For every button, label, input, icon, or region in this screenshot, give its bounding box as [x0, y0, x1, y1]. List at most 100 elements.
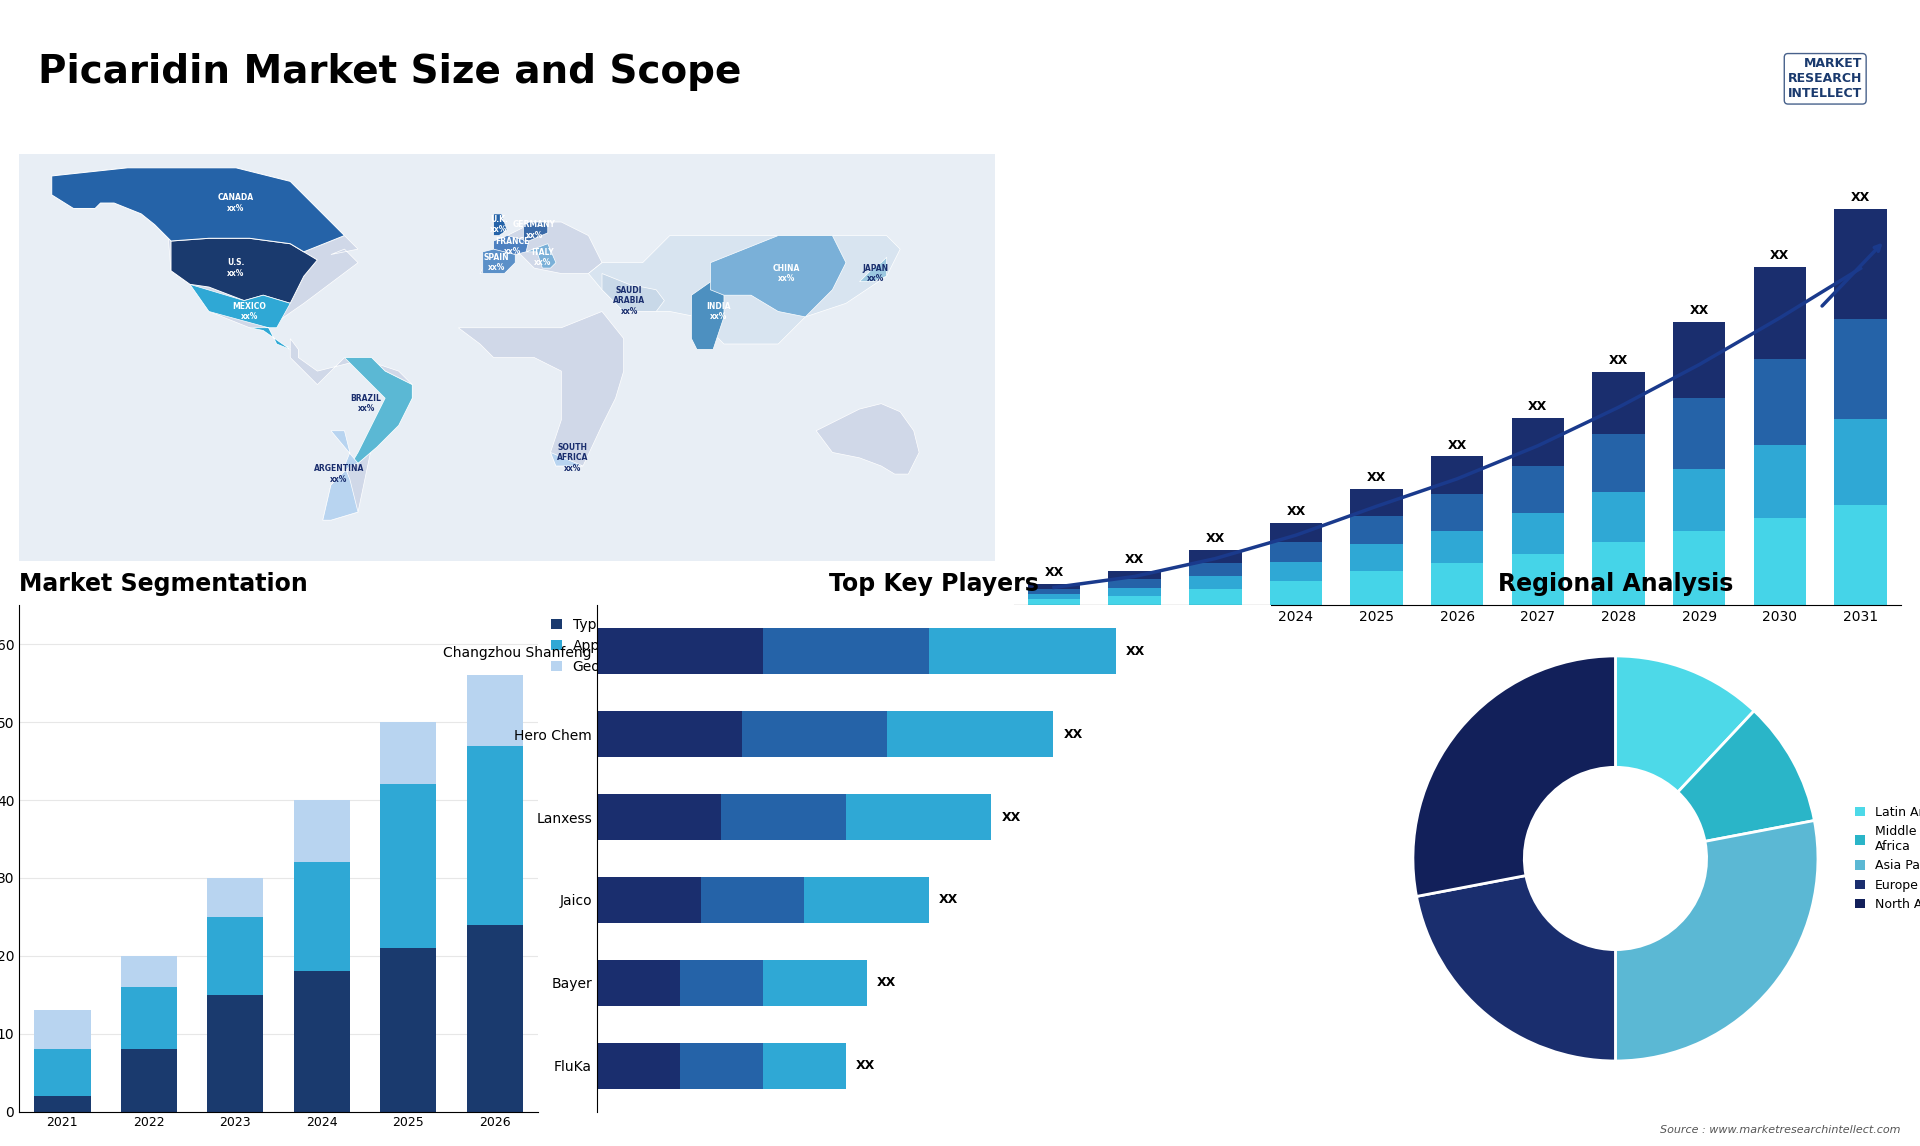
Bar	[207, 878, 263, 917]
Polygon shape	[459, 312, 624, 466]
Legend: Latin America, Middle East &
Africa, Asia Pacific, Europe, North America: Latin America, Middle East & Africa, Asi…	[1849, 801, 1920, 916]
Bar	[1027, 589, 1081, 594]
Bar	[1188, 576, 1242, 589]
Text: XX: XX	[1851, 191, 1870, 204]
Bar	[1188, 589, 1242, 605]
Text: MEXICO
xx%: MEXICO xx%	[232, 301, 267, 321]
Bar	[1592, 492, 1645, 542]
Bar	[1753, 445, 1807, 518]
Bar	[597, 712, 743, 756]
Bar	[294, 800, 349, 862]
Text: XX: XX	[1125, 554, 1144, 566]
Bar	[1834, 209, 1887, 319]
Bar	[121, 987, 177, 1050]
Polygon shape	[588, 236, 900, 344]
Text: SOUTH
AFRICA
xx%: SOUTH AFRICA xx%	[557, 444, 588, 473]
Text: BRAZIL
xx%: BRAZIL xx%	[351, 394, 382, 414]
Circle shape	[1524, 768, 1707, 950]
Text: ITALY
xx%: ITALY xx%	[532, 248, 553, 267]
Text: CHINA
xx%: CHINA xx%	[772, 264, 801, 283]
Bar	[701, 877, 804, 923]
Legend: Type, Application, Geography: Type, Application, Geography	[545, 612, 657, 680]
Bar	[1027, 594, 1081, 599]
Bar	[1672, 531, 1726, 605]
Polygon shape	[480, 222, 603, 274]
Bar	[1430, 531, 1484, 563]
Bar	[467, 746, 522, 925]
Bar	[1834, 319, 1887, 419]
Text: SPAIN
xx%: SPAIN xx%	[484, 253, 509, 273]
Bar	[380, 785, 436, 948]
Polygon shape	[482, 249, 515, 274]
Bar	[1753, 360, 1807, 445]
Bar	[1269, 581, 1323, 605]
Bar	[1430, 456, 1484, 494]
Bar	[762, 628, 929, 674]
Text: XX: XX	[1044, 566, 1064, 580]
Text: XX: XX	[1206, 533, 1225, 545]
Bar	[1350, 544, 1404, 572]
Bar	[762, 960, 866, 1006]
Bar	[680, 1043, 762, 1089]
Text: XX: XX	[1770, 250, 1789, 262]
Bar	[467, 675, 522, 746]
Wedge shape	[1417, 876, 1615, 1061]
Text: XX: XX	[939, 894, 958, 906]
Bar	[35, 1050, 90, 1096]
Polygon shape	[52, 167, 344, 252]
Bar	[1592, 372, 1645, 434]
Bar	[597, 1043, 680, 1089]
Bar	[1188, 550, 1242, 563]
Text: XX: XX	[1286, 505, 1306, 518]
Text: CANADA
xx%: CANADA xx%	[219, 194, 253, 213]
Bar	[1350, 489, 1404, 517]
Text: XX: XX	[1367, 471, 1386, 484]
Bar	[1269, 523, 1323, 542]
Bar	[1592, 542, 1645, 605]
Text: MARKET
RESEARCH
INTELLECT: MARKET RESEARCH INTELLECT	[1788, 57, 1862, 101]
Bar	[743, 712, 887, 756]
Bar	[121, 956, 177, 987]
Bar	[1027, 584, 1081, 589]
Bar	[294, 972, 349, 1112]
Polygon shape	[816, 403, 920, 474]
Text: ARGENTINA
xx%: ARGENTINA xx%	[313, 464, 365, 484]
Bar	[804, 877, 929, 923]
Text: XX: XX	[1125, 645, 1144, 658]
Polygon shape	[190, 284, 290, 350]
Bar	[1834, 505, 1887, 605]
Wedge shape	[1413, 656, 1615, 896]
Bar	[1108, 572, 1162, 580]
Bar	[1108, 596, 1162, 605]
Bar	[597, 794, 722, 840]
Bar	[597, 960, 680, 1006]
Text: INDIA
xx%: INDIA xx%	[707, 301, 732, 321]
Bar	[1672, 398, 1726, 470]
Bar	[1672, 470, 1726, 531]
Bar	[1430, 563, 1484, 605]
Bar	[380, 948, 436, 1112]
Text: XX: XX	[1528, 400, 1548, 413]
Bar	[847, 794, 991, 840]
Text: Source : www.marketresearchintellect.com: Source : www.marketresearchintellect.com	[1661, 1124, 1901, 1135]
Bar	[294, 862, 349, 972]
Bar	[1430, 494, 1484, 531]
Wedge shape	[1615, 821, 1818, 1061]
Bar	[597, 877, 701, 923]
Text: U.K.
xx%: U.K. xx%	[490, 215, 509, 235]
Polygon shape	[551, 453, 584, 466]
Bar	[1511, 554, 1565, 605]
Bar	[1350, 517, 1404, 544]
Text: U.S.
xx%: U.S. xx%	[227, 258, 244, 277]
Text: GERMANY
xx%: GERMANY xx%	[513, 220, 555, 240]
Bar	[1269, 542, 1323, 562]
Bar	[1592, 434, 1645, 492]
Bar	[35, 1096, 90, 1112]
Title: Regional Analysis: Regional Analysis	[1498, 573, 1734, 596]
Bar	[1672, 322, 1726, 398]
Bar	[380, 722, 436, 785]
Polygon shape	[344, 358, 413, 466]
Bar	[1753, 267, 1807, 360]
Bar	[1511, 466, 1565, 513]
Polygon shape	[323, 431, 357, 520]
